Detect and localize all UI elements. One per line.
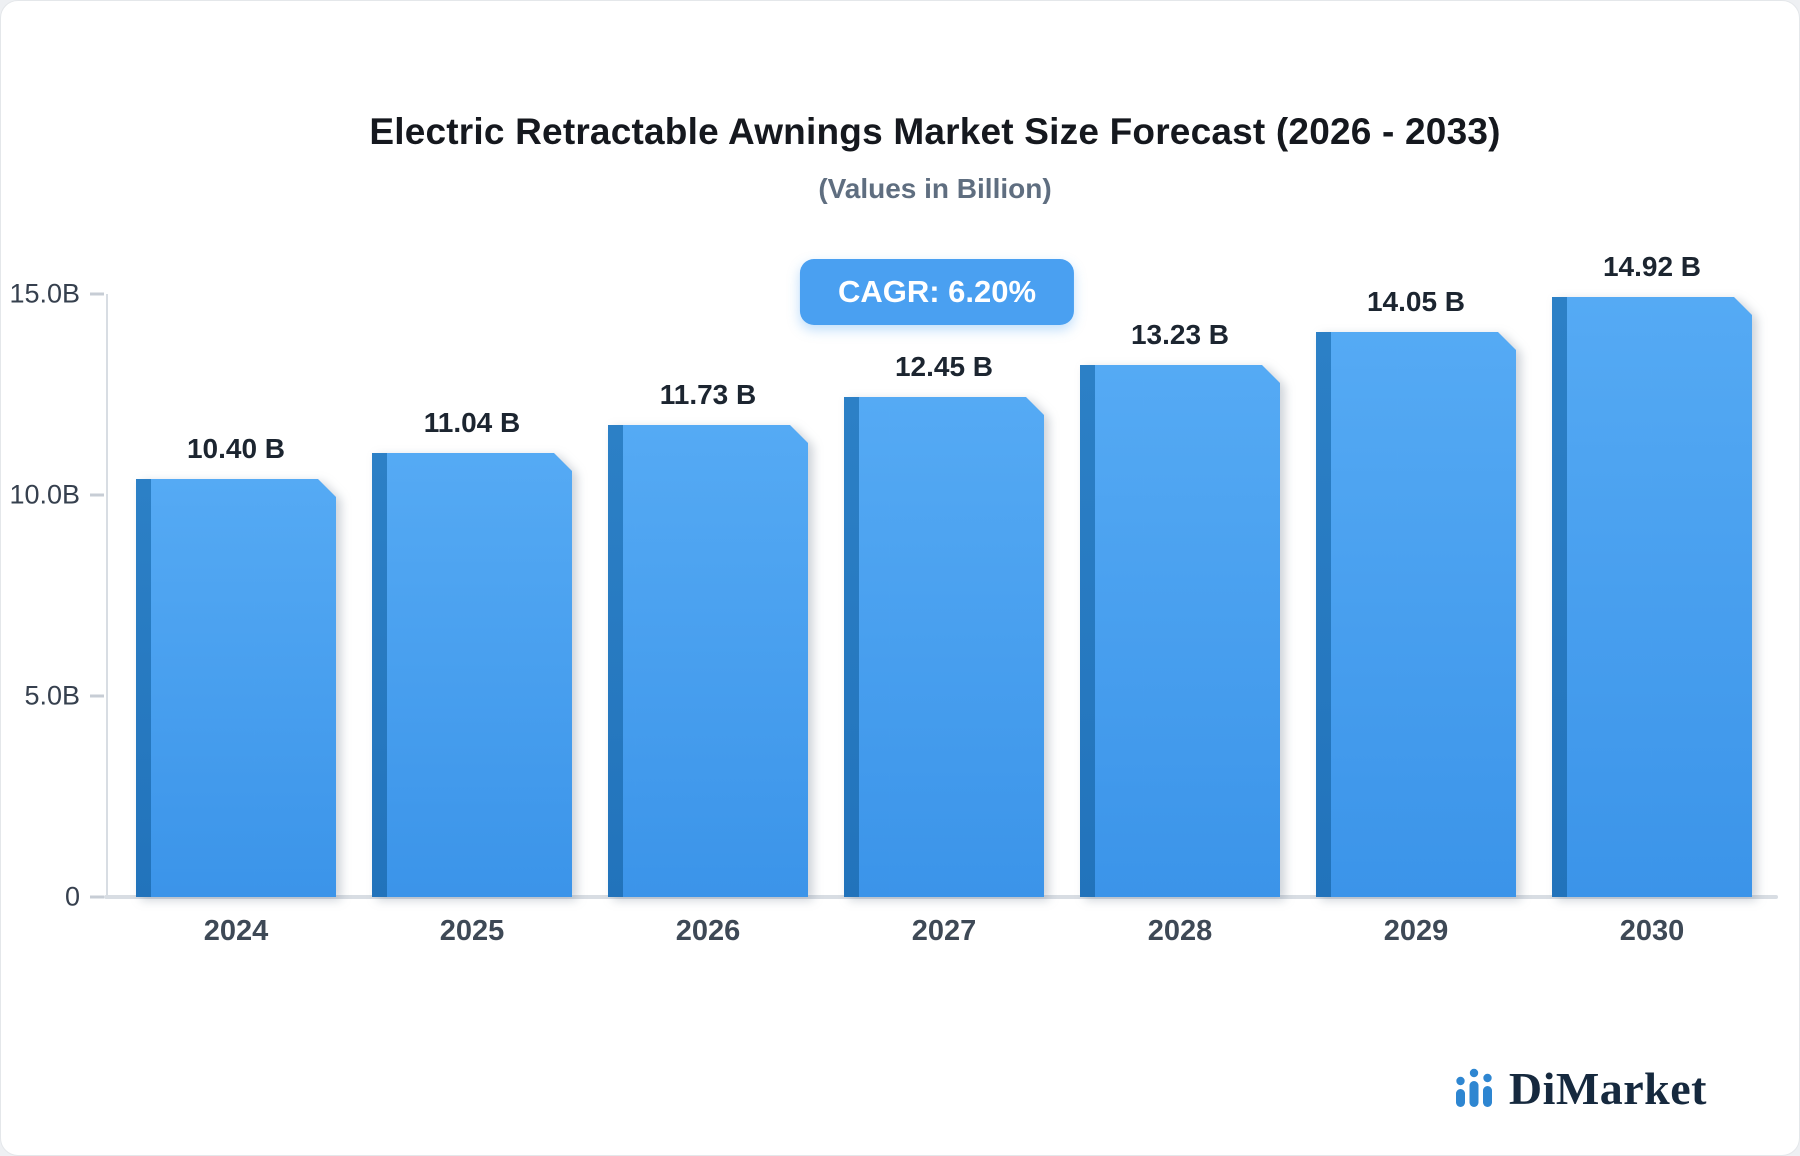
brand-name: DiMarket xyxy=(1508,1063,1707,1115)
bar-face xyxy=(608,425,808,897)
bar-value-label: 10.40 B xyxy=(186,433,286,464)
bar-face xyxy=(844,397,1044,897)
x-axis-label: 2030 xyxy=(1619,915,1685,947)
y-tick-mark xyxy=(90,292,104,296)
x-axis-label: 2028 xyxy=(1147,915,1213,947)
y-tick-mark xyxy=(90,493,104,497)
bar-slot: 13.23 B xyxy=(1062,294,1298,897)
bar-face xyxy=(136,479,336,897)
plot-area: 15.0B 10.0B 5.0B 0 10.40 B 11.04 B 11.73 B 12.… xyxy=(9,251,1778,947)
chart-title: Electric Retractable Awnings Market Size… xyxy=(369,111,1501,152)
bar-2025[interactable] xyxy=(372,453,572,897)
x-axis-label: 2026 xyxy=(675,915,741,947)
y-axis-label: 15.0B xyxy=(9,278,80,309)
y-axis-label: 10.0B xyxy=(9,479,80,510)
bar-value-label: 14.05 B xyxy=(1366,286,1466,317)
bar-2029[interactable] xyxy=(1316,332,1516,897)
bar-slot: 14.05 B xyxy=(1298,286,1534,897)
bar-slot: 11.73 B xyxy=(590,294,826,897)
x-axis-label: 2025 xyxy=(439,915,505,947)
bar-value-label: 14.92 B xyxy=(1602,251,1702,282)
bar-slot: 11.04 B xyxy=(354,294,590,897)
bar-slot: 12.45 B xyxy=(826,294,1062,897)
bar-value-label: 12.45 B xyxy=(894,351,994,382)
bar-face xyxy=(1316,332,1516,897)
bar-series: 10.40 B 11.04 B 11.73 B 12.45 B 13.23 B 14.05… xyxy=(118,251,1770,897)
x-axis-label: 2027 xyxy=(911,915,977,947)
bar-face xyxy=(1552,297,1752,897)
bar-value-label: 11.73 B xyxy=(659,379,757,410)
bar-face xyxy=(1080,365,1280,897)
bar-face xyxy=(372,453,572,897)
cagr-badge: CAGR: 6.20% xyxy=(799,259,1075,325)
bar-value-label: 13.23 B xyxy=(1130,319,1230,350)
bar-slot: 10.40 B xyxy=(118,294,354,897)
brand-logo: DiMarket xyxy=(1451,1063,1707,1115)
y-axis-line xyxy=(106,294,108,897)
y-tick-mark xyxy=(90,895,104,899)
y-axis-label: 5.0B xyxy=(24,680,80,711)
bar-2024[interactable] xyxy=(136,479,336,897)
x-axis: 2024 2025 2026 2027 2028 2029 2030 xyxy=(118,915,1770,948)
bar-2027[interactable] xyxy=(844,397,1044,897)
y-tick-mark xyxy=(90,694,104,698)
x-axis-line xyxy=(104,895,1778,899)
bar-2028[interactable] xyxy=(1080,365,1280,897)
y-axis-label: 0 xyxy=(64,881,80,912)
bar-value-label: 11.04 B xyxy=(423,407,521,438)
bar-chart-icon xyxy=(1451,1065,1497,1111)
x-axis-label: 2024 xyxy=(203,915,269,947)
chart-subtitle: (Values in Billion) xyxy=(818,173,1052,204)
bar-2026[interactable] xyxy=(608,425,808,897)
x-axis-label: 2029 xyxy=(1383,915,1449,947)
y-axis: 15.0B 10.0B 5.0B 0 xyxy=(1,279,106,912)
bar-slot: 14.92 B xyxy=(1534,251,1770,897)
bar-2030[interactable] xyxy=(1552,297,1752,897)
